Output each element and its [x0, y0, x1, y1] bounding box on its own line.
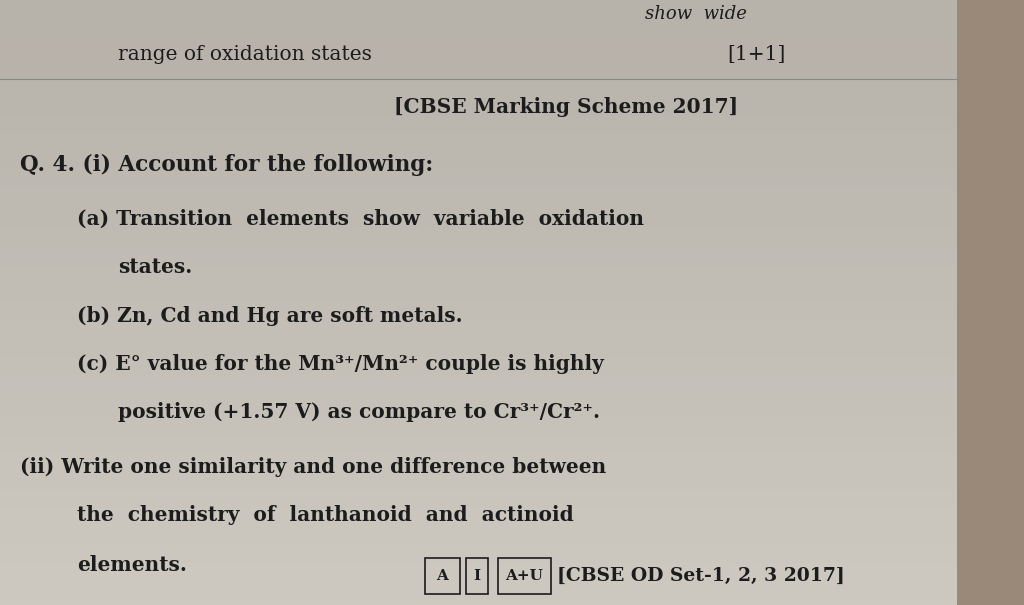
Text: states.: states.	[118, 257, 193, 277]
Text: the  chemistry  of  lanthanoid  and  actinoid: the chemistry of lanthanoid and actinoid	[77, 505, 573, 525]
Text: I: I	[474, 569, 480, 583]
Text: elements.: elements.	[77, 555, 186, 575]
Bar	[957, 0, 1024, 605]
Bar	[0, 0, 957, 79]
Text: A+U: A+U	[506, 569, 543, 583]
Bar	[466, 558, 488, 594]
Text: range of oxidation states: range of oxidation states	[118, 45, 372, 64]
Bar	[425, 558, 460, 594]
Text: (ii) Write one similarity and one difference between: (ii) Write one similarity and one differ…	[20, 457, 607, 477]
Text: (b) Zn, Cd and Hg are soft metals.: (b) Zn, Cd and Hg are soft metals.	[77, 306, 463, 325]
Text: Q. 4. (i) Account for the following:: Q. 4. (i) Account for the following:	[20, 154, 434, 177]
Text: (c) E° value for the Mn³⁺/Mn²⁺ couple is highly: (c) E° value for the Mn³⁺/Mn²⁺ couple is…	[77, 354, 603, 374]
Text: [1+1]: [1+1]	[727, 45, 785, 64]
Text: positive (+1.57 V) as compare to Cr³⁺/Cr²⁺.: positive (+1.57 V) as compare to Cr³⁺/Cr…	[118, 402, 600, 422]
Text: A: A	[436, 569, 449, 583]
Text: [CBSE OD Set-1, 2, 3 2017]: [CBSE OD Set-1, 2, 3 2017]	[557, 567, 845, 585]
Bar	[498, 558, 551, 594]
Text: show  wide: show wide	[645, 5, 746, 23]
Text: [CBSE Marking Scheme 2017]: [CBSE Marking Scheme 2017]	[394, 97, 738, 117]
Text: (a) Transition  elements  show  variable  oxidation: (a) Transition elements show variable ox…	[77, 209, 644, 229]
